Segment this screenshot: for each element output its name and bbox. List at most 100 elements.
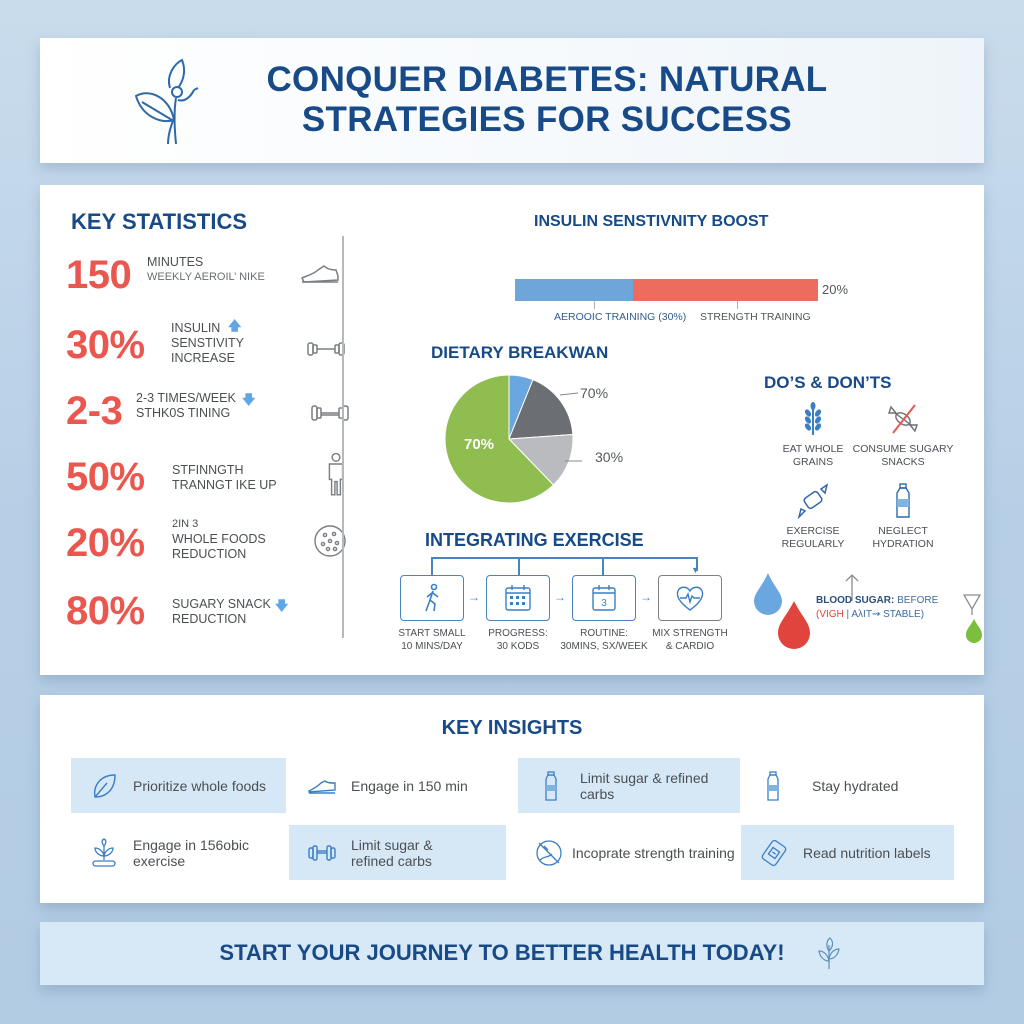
bar-tick xyxy=(737,301,738,309)
insight-item: Engage in 150 min xyxy=(289,758,519,813)
step-label-line: ROUTINE: xyxy=(580,628,628,639)
stat-value: 20% xyxy=(66,521,145,565)
sneaker-icon xyxy=(308,779,336,794)
stat-description: MINUTES WEEKLY AEROIL’ NIKE xyxy=(147,255,265,285)
flow-connector xyxy=(431,557,433,575)
arrow-down-icon: 🡇 xyxy=(275,598,289,613)
column-divider xyxy=(342,236,344,638)
stat-item: 2-3 2-3 TIMES/WEEK STHK0S TINING 🡇 xyxy=(66,387,349,443)
do-item-exercise-regularly: EXERCISE REGULARLY xyxy=(758,483,868,551)
pie-slice-green xyxy=(445,375,555,503)
blood-sugar-label-rest: BEFORE xyxy=(894,595,939,606)
dont-item-neglect-hydration: NEGLECT HYDRATION xyxy=(848,483,958,551)
insight-text: Limit sugar & refined carbs xyxy=(580,769,709,802)
step-label-line: 30MINS, SX/WEEK xyxy=(560,641,648,652)
leaf-icon xyxy=(818,937,840,969)
pie-slice-dark-gray xyxy=(508,379,573,440)
pie-label-outer-bottom: 30% xyxy=(595,449,624,465)
insight-text: Engage in 150 min xyxy=(351,777,468,794)
walking-person-icon xyxy=(425,583,439,612)
stat-desc-line: TRANNGT IKE UP xyxy=(172,478,277,492)
dont-label: HYDRATION xyxy=(872,538,934,550)
exercise-step-label: MIX STRENGTH & CARDIO xyxy=(645,627,735,653)
header-banner: CONQUER DIABETES: NATURAL STRATEGIES FOR… xyxy=(40,38,984,163)
flow-connector xyxy=(696,557,698,571)
dietary-breakdown-title: DIETARY BREAKWAN xyxy=(431,343,609,362)
flow-connector xyxy=(518,557,520,575)
person-icon xyxy=(328,453,344,496)
title-line-2: STRATEGIES FOR SUCCESS xyxy=(301,100,793,139)
insight-item: Limit sugar & refined carbs xyxy=(518,758,740,813)
flow-connector xyxy=(602,557,604,575)
crossed-candy-icon xyxy=(888,404,918,434)
sprout-icon xyxy=(92,837,116,867)
step-label-line: 30 KODS xyxy=(496,641,540,652)
blood-sugar-status: (VIGH | AλIT⇝ STABLE) xyxy=(816,609,924,620)
stat-description: INSULIN SENSTIVITY INCREASE xyxy=(171,321,244,366)
do-label: GRAINS xyxy=(792,456,834,468)
green-drop-icon xyxy=(966,619,982,643)
exercise-step-start-small xyxy=(400,575,464,621)
blood-sugar-stable: | AλIT⇝ STABLE) xyxy=(843,609,925,620)
dont-item-consume-sugary-snacks: CONSUME SUGARY SNACKS xyxy=(838,401,968,469)
stat-desc-line: 2-3 TIMES/WEEK xyxy=(136,391,236,405)
calendar-grid-icon xyxy=(505,585,531,611)
flow-arrow-right-icon: → xyxy=(468,590,480,604)
heart-pulse-icon xyxy=(676,586,704,611)
stat-desc-line: INCREASE xyxy=(171,351,235,365)
step-label-line: PROGRESS: xyxy=(488,628,548,639)
stat-value: 2-3 xyxy=(66,389,123,433)
step-label-line: & CARDIO xyxy=(665,641,715,652)
flow-arrow-right-icon: → xyxy=(640,590,652,604)
dumbbell-icon xyxy=(308,844,336,861)
wheat-icon xyxy=(804,402,822,435)
stat-value: 150 xyxy=(66,253,132,297)
exercise-step-label: START SMALL 10 MINS/DAY xyxy=(387,627,477,653)
dumbbell-icon xyxy=(307,342,345,356)
do-item-eat-whole-grains: EAT WHOLE GRAINS xyxy=(758,401,868,469)
key-insights-panel: KEY INSIGHTS Prioritize whole foods Enga… xyxy=(40,695,984,903)
blood-sugar-high: (VIGH xyxy=(816,609,844,620)
exercise-step-mix xyxy=(658,575,722,621)
stat-item: 80% SUGARY SNACK REDUCTION 🡇 xyxy=(66,587,336,643)
flow-arrow-down-icon: ▼ xyxy=(691,565,700,575)
stat-item: 150 MINUTES WEEKLY AEROIL’ NIKE xyxy=(66,251,339,307)
integrating-exercise-title: INTEGRATING EXERCISE xyxy=(425,530,644,550)
dietary-pie-chart xyxy=(445,375,573,503)
stat-desc-line: MINUTES xyxy=(147,255,204,269)
stat-value: 50% xyxy=(66,455,145,499)
exercise-step-label: ROUTINE: 30MINS, SX/WEEK xyxy=(559,627,649,653)
flow-arrow-right-icon: → xyxy=(554,590,566,604)
dos-donts-title: DO’S & DON’TS xyxy=(764,373,892,392)
insight-item: Incoprate strength training xyxy=(520,825,742,880)
insight-item: Read nutrition labels xyxy=(741,825,954,880)
pie-label-outer-top: 70% xyxy=(580,385,609,401)
red-drop-icon xyxy=(778,601,810,649)
stat-desc-line: REDUCTION xyxy=(172,612,247,626)
stat-description: 2-3 TIMES/WEEK STHK0S TINING xyxy=(136,391,236,421)
stat-value: 30% xyxy=(66,323,145,367)
do-label: EAT WHOLE xyxy=(782,443,844,455)
stat-item: 30% INSULIN SENSTIVITY INCREASE 🡅 xyxy=(66,318,345,377)
do-label: EXERCISE xyxy=(786,525,840,537)
pie-label-center: 70% xyxy=(464,436,495,453)
stat-desc-line: SENSTIVITY xyxy=(171,336,244,350)
exercise-step-label: PROGRESS: 30 KODS xyxy=(473,627,563,653)
flow-connector xyxy=(431,557,697,559)
stat-desc-line: WHOLE FOODS xyxy=(172,532,266,546)
insight-text: Stay hydrated xyxy=(812,777,899,794)
stat-description: SUGARY SNACK REDUCTION xyxy=(172,597,271,627)
main-content-panel: KEY STATISTICS 150 MINUTES WEEKLY AEROIL… xyxy=(40,185,984,675)
page-title: CONQUER DIABETES: NATURAL STRATEGIES FOR… xyxy=(40,60,984,140)
blood-sugar-label: BLOOD SUGAR: BEFORE xyxy=(816,595,938,606)
arrow-up-icon xyxy=(845,574,859,601)
nutrition-label-icon xyxy=(761,839,787,866)
bar-label-strength: STRENGTH TRAINING xyxy=(700,311,811,323)
calendar-day-number: 3 xyxy=(601,598,607,609)
stat-description: 2IN 3 WHOLE FOODS REDUCTION xyxy=(172,517,266,562)
water-bottle-icon xyxy=(896,483,910,518)
leaf-icon xyxy=(94,773,116,798)
bar-value-label: 20% xyxy=(822,282,849,297)
stat-desc-line: STHK0S TINING xyxy=(136,406,231,420)
step-label-line: 10 MINS/DAY xyxy=(401,641,463,652)
